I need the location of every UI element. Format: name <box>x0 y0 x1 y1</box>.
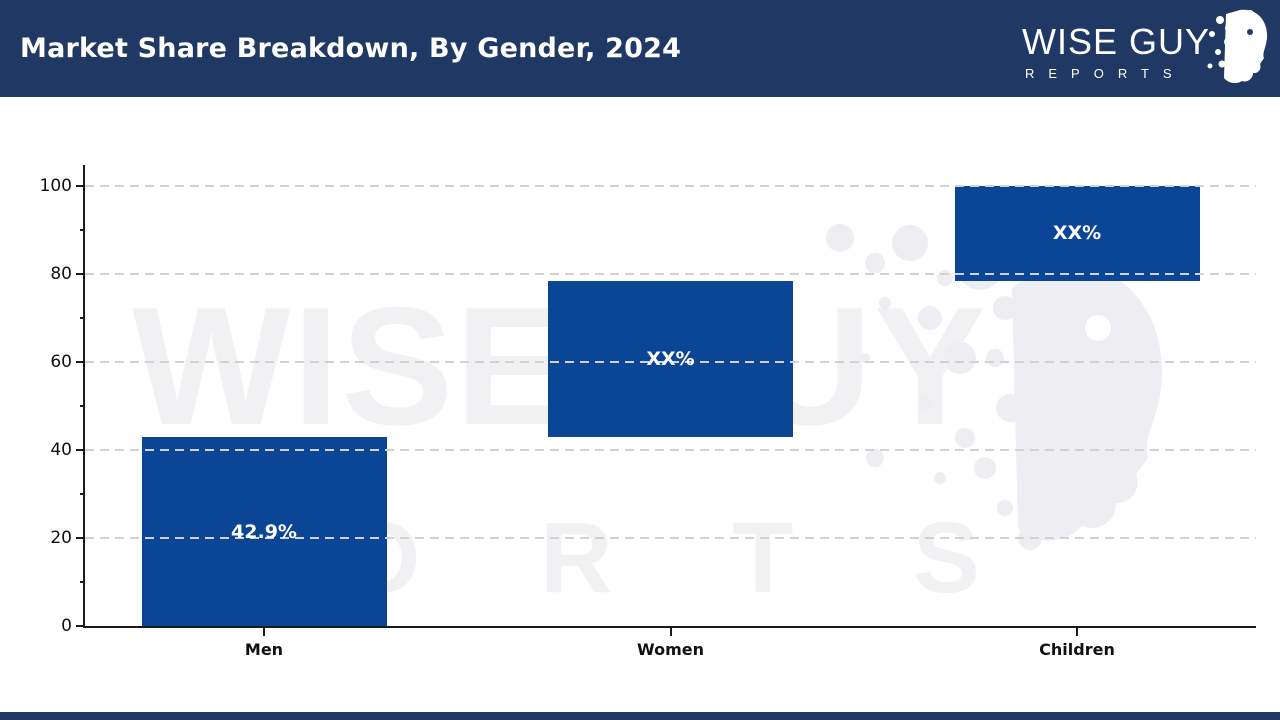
x-axis-category-label: Children <box>1039 640 1115 659</box>
logo-subtitle: REPORTS <box>1025 66 1186 81</box>
y-axis-tick <box>76 449 85 451</box>
y-axis-tick-label: 80 <box>50 264 72 284</box>
header-bar: Market Share Breakdown, By Gender, 2024 … <box>0 0 1280 97</box>
x-axis-category-label: Men <box>244 640 284 659</box>
wise-guy-reports-logo: WISE GUY REPORTS <box>1022 9 1268 84</box>
y-axis-minor-tick <box>80 581 85 583</box>
logo-face-icon <box>1207 9 1268 84</box>
bar <box>141 437 387 626</box>
y-axis-tick-label: 20 <box>50 528 72 548</box>
y-axis-minor-tick <box>80 317 85 319</box>
x-axis-tick <box>263 628 265 636</box>
y-axis-tick-label: 60 <box>50 352 72 372</box>
y-axis-tick-label: 0 <box>61 616 72 636</box>
y-axis-tick <box>76 537 85 539</box>
y-axis-tick <box>76 273 85 275</box>
gridline <box>85 185 1256 187</box>
gridline <box>85 449 1256 451</box>
x-axis-category-label: Women <box>637 640 704 659</box>
x-axis-tick <box>1076 628 1078 636</box>
x-axis-line <box>83 626 1256 628</box>
bar <box>954 186 1200 281</box>
bar-value-label: XX% <box>1052 222 1102 245</box>
y-axis-minor-tick <box>80 493 85 495</box>
y-axis-tick <box>76 185 85 187</box>
bar-value-label: XX% <box>646 347 695 370</box>
y-axis-tick <box>76 361 85 363</box>
gridline <box>85 273 1256 275</box>
y-axis-minor-tick <box>80 229 85 231</box>
y-axis-tick-label: 100 <box>39 176 72 196</box>
page-title: Market Share Breakdown, By Gender, 2024 <box>20 33 682 64</box>
y-axis-tick <box>76 625 85 627</box>
y-axis-line <box>83 165 85 628</box>
bar-value-label: 42.9% <box>231 520 297 543</box>
gridline <box>85 361 1256 363</box>
gridline <box>85 537 1256 539</box>
bar <box>548 280 793 438</box>
logo-wordmark: WISE GUY <box>1022 21 1210 62</box>
footer-bar <box>0 712 1280 720</box>
y-axis-tick-label: 40 <box>50 440 72 460</box>
y-axis-minor-tick <box>80 405 85 407</box>
x-axis-tick <box>669 628 672 636</box>
